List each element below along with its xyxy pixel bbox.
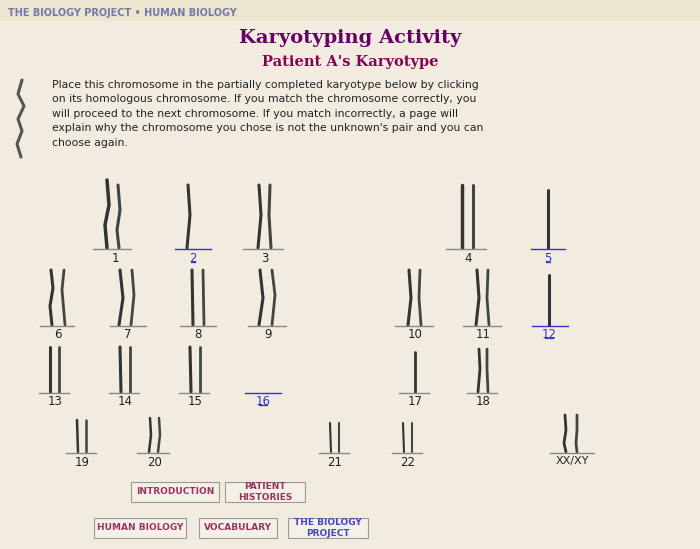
Text: 22: 22 xyxy=(400,456,416,469)
Text: 6: 6 xyxy=(55,328,62,341)
Text: 20: 20 xyxy=(148,456,162,469)
FancyBboxPatch shape xyxy=(131,482,219,502)
Text: 5: 5 xyxy=(545,252,552,265)
Text: PATIENT
HISTORIES: PATIENT HISTORIES xyxy=(238,482,292,502)
Bar xyxy=(0,0,700,20)
Text: INTRODUCTION: INTRODUCTION xyxy=(136,488,214,496)
FancyBboxPatch shape xyxy=(94,518,186,538)
Text: 17: 17 xyxy=(407,395,423,408)
Text: 14: 14 xyxy=(118,395,132,408)
Text: 21: 21 xyxy=(328,456,342,469)
Text: 2: 2 xyxy=(189,252,197,265)
FancyBboxPatch shape xyxy=(199,518,277,538)
Text: 3: 3 xyxy=(261,252,269,265)
Text: 4: 4 xyxy=(464,252,472,265)
Text: 11: 11 xyxy=(475,328,491,341)
Text: 8: 8 xyxy=(195,328,202,341)
Text: THE BIOLOGY PROJECT • HUMAN BIOLOGY: THE BIOLOGY PROJECT • HUMAN BIOLOGY xyxy=(8,8,237,18)
Text: Patient A's Karyotype: Patient A's Karyotype xyxy=(262,55,438,69)
Text: 9: 9 xyxy=(265,328,272,341)
Text: Karyotyping Activity: Karyotyping Activity xyxy=(239,29,461,47)
Text: 7: 7 xyxy=(125,328,132,341)
Text: 13: 13 xyxy=(48,395,62,408)
Text: 10: 10 xyxy=(407,328,422,341)
Text: 12: 12 xyxy=(542,328,557,341)
Text: 15: 15 xyxy=(188,395,202,408)
Text: 16: 16 xyxy=(256,395,270,408)
Text: Place this chromosome in the partially completed karyotype below by clicking
on : Place this chromosome in the partially c… xyxy=(52,80,484,148)
Text: VOCABULARY: VOCABULARY xyxy=(204,524,272,533)
Text: XX/XY: XX/XY xyxy=(555,456,589,466)
FancyBboxPatch shape xyxy=(225,482,305,502)
Text: 19: 19 xyxy=(74,456,90,469)
Text: 1: 1 xyxy=(111,252,119,265)
Text: HUMAN BIOLOGY: HUMAN BIOLOGY xyxy=(97,524,183,533)
FancyBboxPatch shape xyxy=(288,518,368,538)
Text: 18: 18 xyxy=(475,395,491,408)
Text: THE BIOLOGY
PROJECT: THE BIOLOGY PROJECT xyxy=(294,518,362,538)
